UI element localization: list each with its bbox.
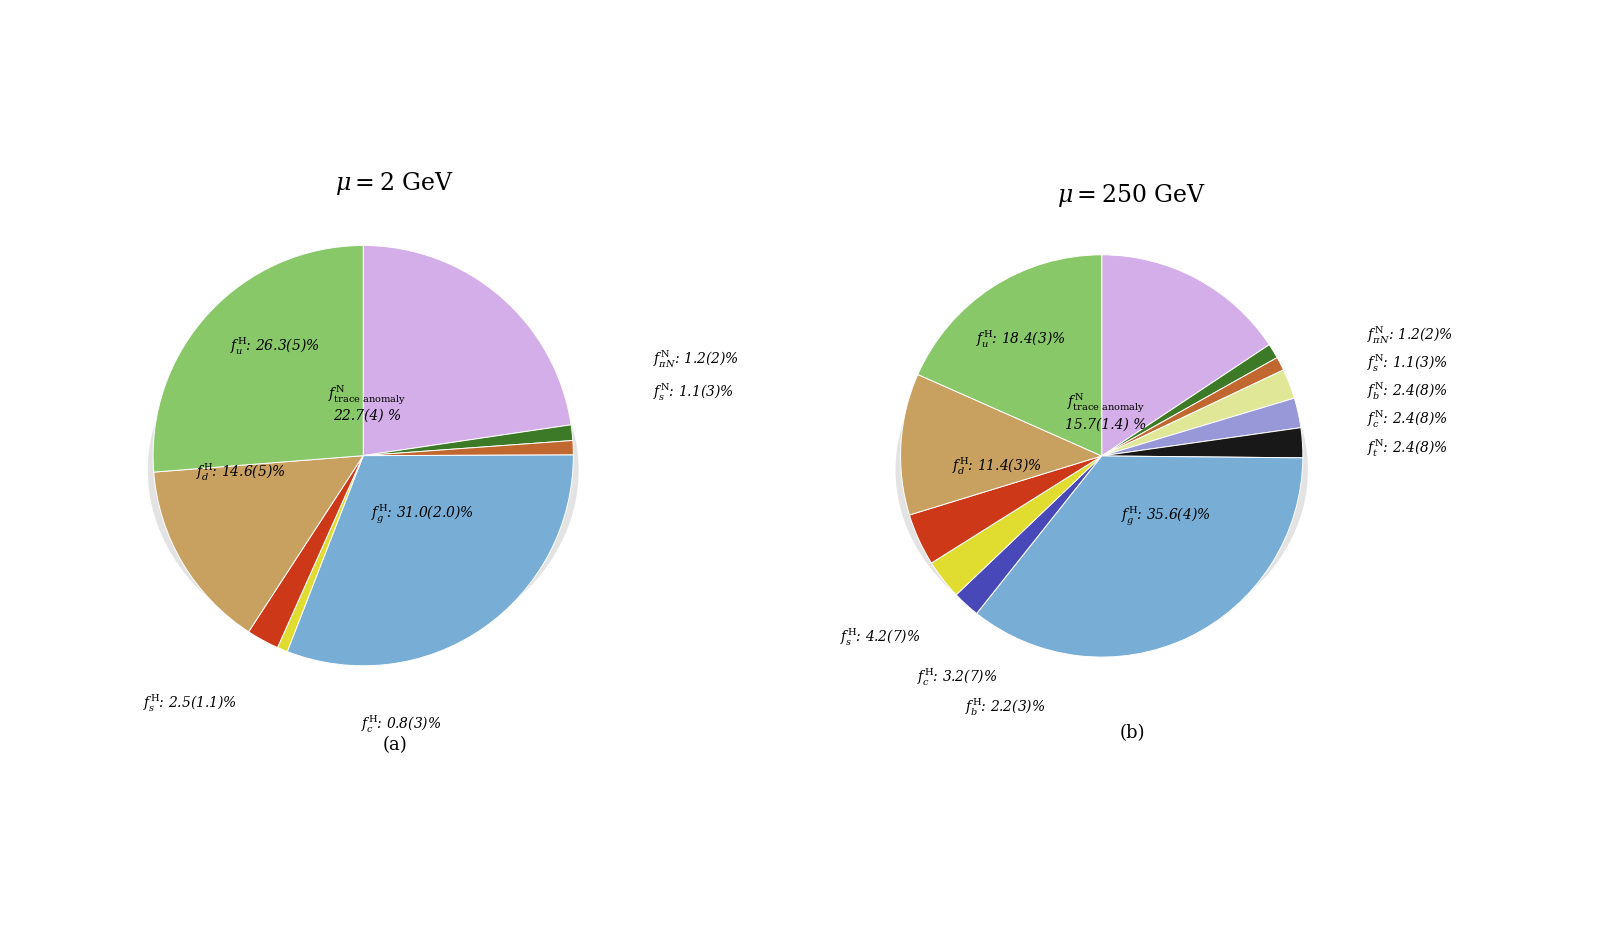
Text: $f^{\mathrm{H}}_{d}$: 14.6(5)%: $f^{\mathrm{H}}_{d}$: 14.6(5)% [197,462,286,483]
Text: $f^{\mathrm{N}}_{s}$: 1.1(3)%: $f^{\mathrm{N}}_{s}$: 1.1(3)% [653,382,734,403]
Wedge shape [363,441,573,456]
Text: $f^{\mathrm{H}}_{b}$: 2.2(3)%: $f^{\mathrm{H}}_{b}$: 2.2(3)% [965,696,1045,718]
Wedge shape [363,245,571,456]
Text: $\mu = 250\ {\rm GeV}$: $\mu = 250\ {\rm GeV}$ [1058,182,1206,209]
Text: $f^{\mathrm{H}}_{g}$: 31.0(2.0)%: $f^{\mathrm{H}}_{g}$: 31.0(2.0)% [371,503,474,526]
Text: $f^{\mathrm{H}}_{g}$: 35.6(4)%: $f^{\mathrm{H}}_{g}$: 35.6(4)% [1122,505,1211,528]
Text: $f^{\mathrm{H}}_{u}$: 26.3(5)%: $f^{\mathrm{H}}_{u}$: 26.3(5)% [230,336,320,357]
Text: $f^{\mathrm{H}}_{c}$: 3.2(7)%: $f^{\mathrm{H}}_{c}$: 3.2(7)% [917,667,997,688]
Wedge shape [248,456,363,647]
Text: $f^{\mathrm{N}}_{c}$: 2.4(8)%: $f^{\mathrm{N}}_{c}$: 2.4(8)% [1368,409,1448,431]
Text: $f^{\mathrm{H}}_{c}$: 0.8(3)%: $f^{\mathrm{H}}_{c}$: 0.8(3)% [362,714,442,735]
Wedge shape [277,456,363,652]
Wedge shape [1102,428,1302,457]
Wedge shape [154,456,363,632]
Text: $f^{\mathrm{N}}_{\mathrm{trace\ anomaly}}$
22.7(4) %: $f^{\mathrm{N}}_{\mathrm{trace\ anomaly}… [328,383,406,423]
Text: $f^{\mathrm{N}}_{\pi N}$: 1.2(2)%: $f^{\mathrm{N}}_{\pi N}$: 1.2(2)% [653,348,739,369]
Text: $f^{\mathrm{N}}_{\mathrm{trace\ anomaly}}$
15.7(1.4) %: $f^{\mathrm{N}}_{\mathrm{trace\ anomaly}… [1066,392,1147,432]
Wedge shape [1102,344,1277,456]
Text: $f^{\mathrm{N}}_{b}$: 2.4(8)%: $f^{\mathrm{N}}_{b}$: 2.4(8)% [1368,381,1448,402]
Text: (a): (a) [382,736,406,754]
Text: $f^{\mathrm{N}}_{\pi N}$: 1.2(2)%: $f^{\mathrm{N}}_{\pi N}$: 1.2(2)% [1368,325,1453,346]
Wedge shape [909,456,1102,563]
Text: $f^{\mathrm{H}}_{s}$: 2.5(1.1)%: $f^{\mathrm{H}}_{s}$: 2.5(1.1)% [142,693,237,714]
Wedge shape [154,245,363,472]
Wedge shape [1102,357,1283,456]
Wedge shape [931,456,1102,594]
Text: $f^{\mathrm{H}}_{u}$: 18.4(3)%: $f^{\mathrm{H}}_{u}$: 18.4(3)% [976,329,1066,350]
Wedge shape [1102,255,1269,456]
Text: $f^{\mathrm{N}}_{s}$: 1.1(3)%: $f^{\mathrm{N}}_{s}$: 1.1(3)% [1368,353,1448,374]
Wedge shape [918,255,1102,456]
Wedge shape [957,456,1102,614]
Text: $f^{\mathrm{H}}_{d}$: 11.4(3)%: $f^{\mathrm{H}}_{d}$: 11.4(3)% [952,456,1042,477]
Text: $f^{\mathrm{H}}_{s}$: 4.2(7)%: $f^{\mathrm{H}}_{s}$: 4.2(7)% [840,626,920,647]
Wedge shape [288,455,573,666]
Wedge shape [363,425,573,456]
Wedge shape [976,456,1302,657]
Ellipse shape [896,294,1307,646]
Wedge shape [901,374,1102,515]
Text: $\mu = 2\ {\rm GeV}$: $\mu = 2\ {\rm GeV}$ [336,169,454,197]
Ellipse shape [147,286,579,655]
Text: (b): (b) [1118,723,1144,742]
Text: $f^{\mathrm{N}}_{t}$: 2.4(8)%: $f^{\mathrm{N}}_{t}$: 2.4(8)% [1368,437,1448,458]
Wedge shape [1102,398,1301,456]
Wedge shape [1102,369,1294,456]
